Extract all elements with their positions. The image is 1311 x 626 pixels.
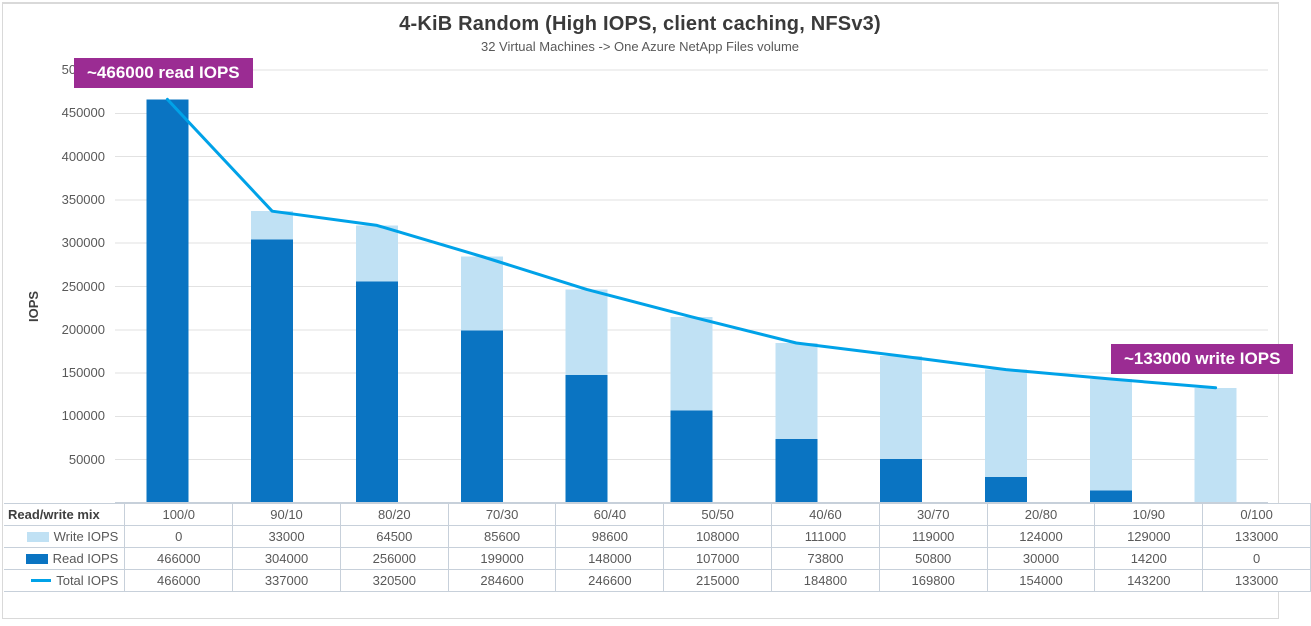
y-tick-label: 50000	[68, 451, 105, 467]
read-bar-legend-icon	[25, 554, 48, 564]
read-iops-bar	[775, 439, 818, 503]
read-iops-bar	[670, 410, 713, 503]
value-cell: 124000	[986, 525, 1096, 548]
read-iops-bar	[880, 459, 923, 503]
write-iops-bar	[670, 316, 713, 411]
value-cell: 246600	[555, 569, 665, 592]
value-cell: 50800	[878, 547, 988, 570]
value-cell: 284600	[447, 569, 557, 592]
read-iops-bar	[251, 239, 294, 503]
series-label-cell: Write IOPS	[4, 525, 126, 548]
category-cell: 50/50	[663, 503, 773, 526]
series-label: Write IOPS	[53, 529, 119, 544]
value-cell: 30000	[986, 547, 1096, 570]
write-iops-bar	[1194, 387, 1237, 503]
write-iops-bar	[565, 289, 608, 375]
value-cell: 85600	[447, 525, 557, 548]
category-cell: 30/70	[878, 503, 988, 526]
table-row-header: Read/write mix	[4, 503, 126, 526]
value-cell: 169800	[878, 569, 988, 592]
series-label: Read IOPS	[52, 551, 119, 566]
y-tick-label: 100000	[61, 408, 105, 424]
value-cell: 129000	[1094, 525, 1204, 548]
value-cell: 320500	[339, 569, 449, 592]
y-tick-label: 400000	[61, 148, 105, 164]
read-iops-bar	[146, 99, 189, 503]
chart-data-table: Read/write mix 100/0 90/10 80/20 70/30 60/40 5…	[4, 503, 1311, 592]
value-cell: 119000	[878, 525, 988, 548]
value-cell: 14200	[1094, 547, 1204, 570]
y-tick-label: 350000	[61, 191, 105, 207]
value-cell: 184800	[771, 569, 880, 592]
series-label-cell: Total IOPS	[4, 569, 126, 592]
category-cell: 10/90	[1094, 503, 1204, 526]
y-tick-label: 300000	[61, 235, 105, 251]
category-cell: 100/0	[124, 503, 234, 526]
read-iops-bar	[565, 374, 608, 503]
write-iops-bar	[880, 355, 923, 460]
chart-title: 4-KiB Random (High IOPS, client caching,…	[399, 13, 881, 35]
write-iops-bar	[775, 342, 818, 440]
write-iops-bar	[1089, 378, 1132, 491]
y-axis-title: IOPS	[26, 290, 41, 322]
value-cell: 256000	[339, 547, 449, 570]
value-cell: 133000	[1202, 569, 1311, 592]
value-cell: 64500	[339, 525, 449, 548]
plot-area	[115, 69, 1268, 503]
category-cell: 20/80	[986, 503, 1096, 526]
value-cell: 199000	[447, 547, 557, 570]
value-cell: 111000	[771, 525, 880, 548]
category-cell: 90/10	[232, 503, 341, 526]
value-cell: 107000	[663, 547, 773, 570]
value-cell: 215000	[663, 569, 773, 592]
series-label: Total IOPS	[56, 573, 119, 588]
category-cell: 60/40	[555, 503, 665, 526]
write-iops-bar	[356, 225, 399, 282]
value-cell: 304000	[232, 547, 341, 570]
value-cell: 108000	[663, 525, 773, 548]
category-cell: 80/20	[339, 503, 449, 526]
category-cell: 0/100	[1202, 503, 1311, 526]
total-iops-line	[165, 97, 1218, 390]
write-iops-bar	[984, 369, 1027, 478]
y-tick-label: 150000	[61, 365, 105, 381]
write-bar-legend-icon	[26, 532, 49, 542]
y-tick-label: 200000	[61, 321, 105, 337]
write-iops-annotation: ~133000 write IOPS	[1111, 344, 1294, 374]
read-iops-annotation: ~466000 read IOPS	[74, 58, 253, 88]
read-iops-bar	[460, 330, 503, 503]
category-cell: 70/30	[447, 503, 557, 526]
value-cell: 337000	[232, 569, 341, 592]
value-cell: 466000	[124, 569, 234, 592]
value-cell: 148000	[555, 547, 665, 570]
value-cell: 73800	[771, 547, 880, 570]
chart-subtitle: 32 Virtual Machines -> One Azure NetApp …	[480, 39, 800, 54]
value-cell: 0	[124, 525, 234, 548]
write-iops-bar	[251, 211, 294, 240]
read-iops-bar	[984, 477, 1027, 503]
value-cell: 154000	[986, 569, 1096, 592]
y-tick-label: 250000	[61, 278, 105, 294]
value-cell: 466000	[124, 547, 234, 570]
value-cell: 33000	[232, 525, 341, 548]
total-line-legend-icon	[31, 579, 52, 582]
read-iops-bar	[1089, 490, 1132, 503]
value-cell: 0	[1202, 547, 1311, 570]
value-cell: 143200	[1094, 569, 1204, 592]
value-cell: 98600	[555, 525, 665, 548]
value-cell: 133000	[1202, 525, 1311, 548]
write-iops-bar	[460, 256, 503, 331]
category-cell: 40/60	[771, 503, 880, 526]
read-iops-bar	[356, 281, 399, 503]
y-tick-label: 450000	[61, 105, 105, 121]
series-label-cell: Read IOPS	[4, 547, 126, 570]
